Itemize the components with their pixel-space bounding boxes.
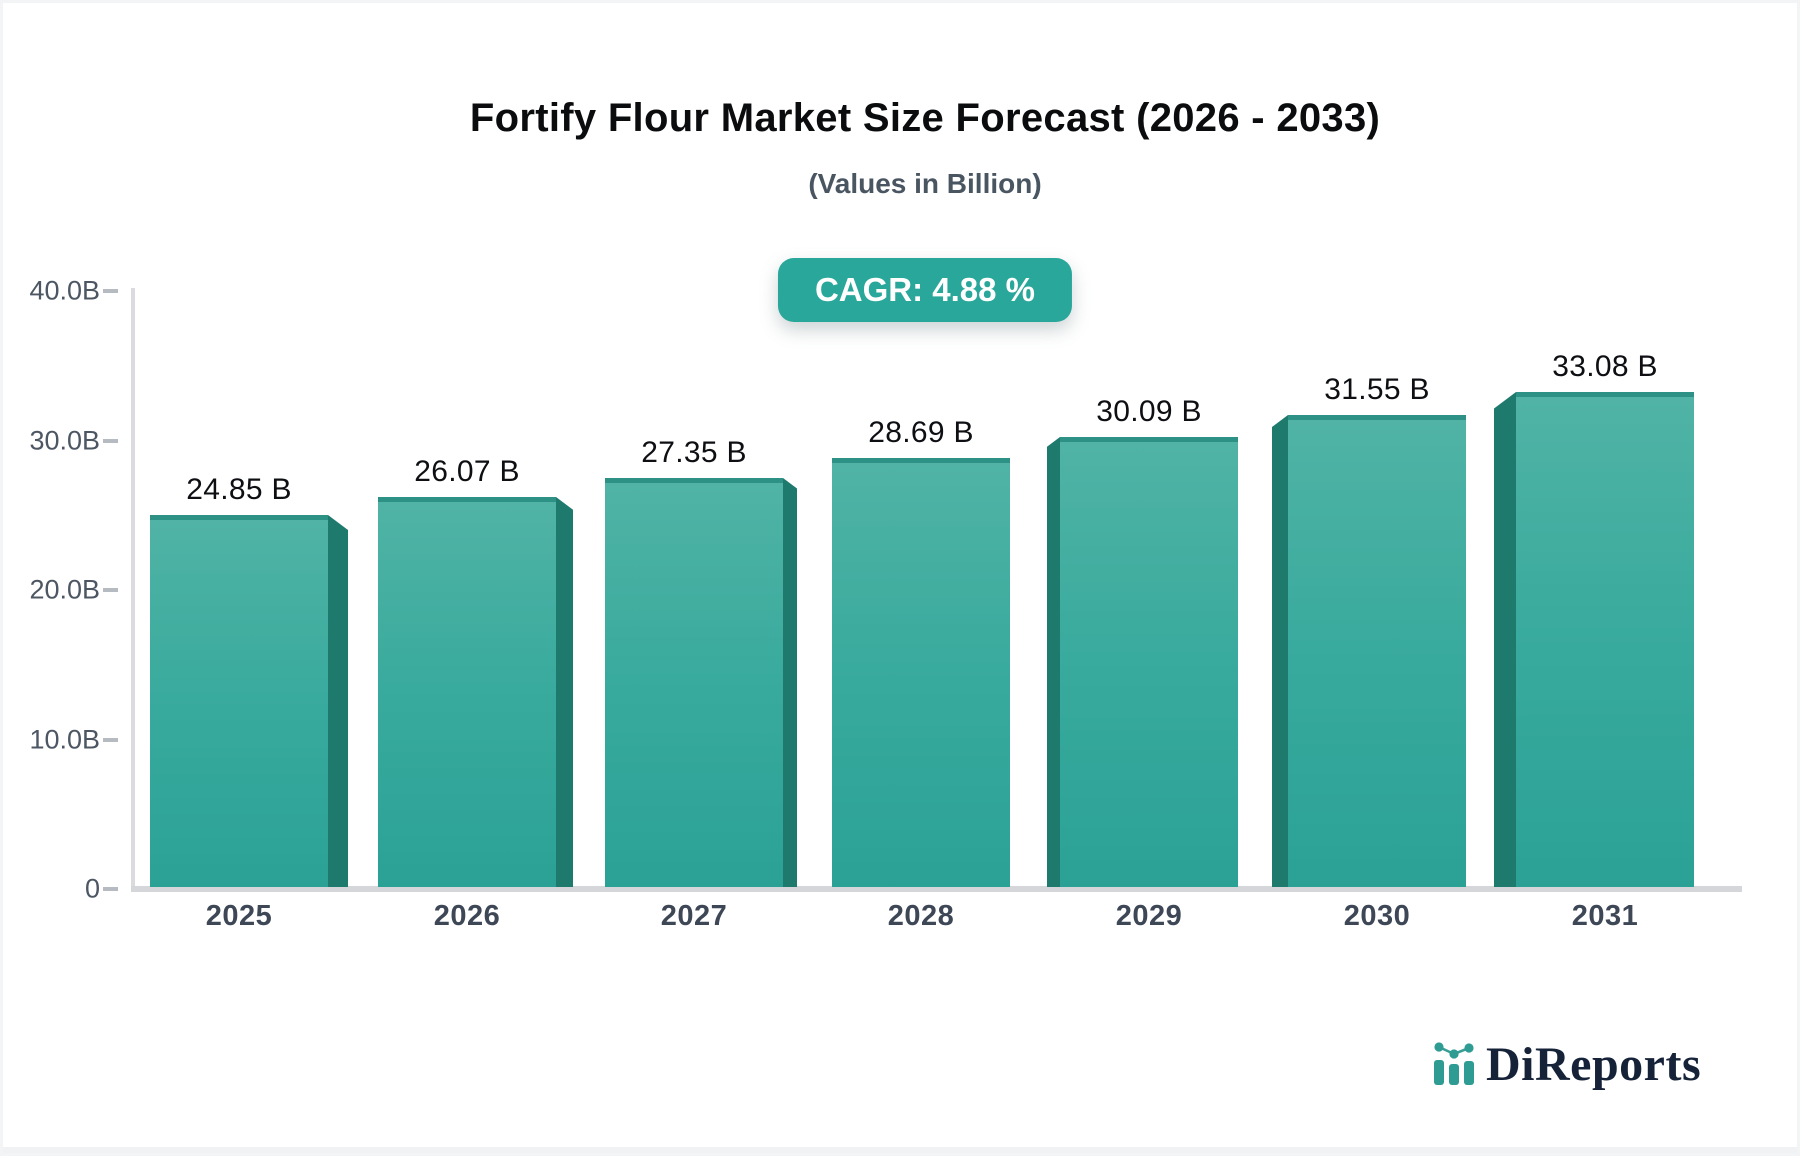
y-tick-dash bbox=[103, 588, 118, 592]
bar-value-label: 26.07 B bbox=[414, 455, 520, 488]
bar-side-panel bbox=[783, 478, 797, 887]
bar-value-label: 24.85 B bbox=[186, 473, 292, 506]
bar-value-label: 33.08 B bbox=[1552, 350, 1658, 383]
bar-side-panel bbox=[1272, 415, 1288, 887]
x-tick-label: 2025 bbox=[205, 900, 273, 932]
bar-side-panel bbox=[1494, 392, 1516, 887]
bar-side-panel bbox=[328, 515, 348, 887]
y-tick-dash bbox=[103, 438, 118, 443]
x-tick-label: 2027 bbox=[660, 900, 728, 932]
cagr-badge: CAGR: 4.88 % bbox=[777, 258, 1073, 322]
y-tick-label: 20.0B bbox=[29, 574, 100, 605]
bar-value-label: 30.09 B bbox=[1096, 395, 1202, 428]
y-tick-dash bbox=[103, 289, 118, 293]
y-tick-label: 10.0B bbox=[29, 724, 100, 754]
y-tick-label: 0 bbox=[84, 873, 100, 904]
bar-value-label: 27.35 B bbox=[641, 436, 747, 469]
bar bbox=[832, 458, 1010, 887]
brand-logo-text: DiReports bbox=[1486, 1037, 1702, 1091]
x-tick-label: 2029 bbox=[1115, 900, 1183, 932]
bar bbox=[378, 497, 556, 887]
mini-bar-line-chart-icon bbox=[1431, 1038, 1477, 1091]
y-tick-dash bbox=[103, 887, 118, 891]
y-axis-line bbox=[131, 288, 135, 889]
x-axis-line bbox=[131, 886, 1742, 892]
x-tick-label: 2031 bbox=[1571, 900, 1639, 932]
chart-subtitle: (Values in Billion) bbox=[808, 168, 1042, 199]
bar bbox=[605, 478, 783, 887]
x-tick-label: 2028 bbox=[887, 900, 955, 932]
bar bbox=[1060, 437, 1238, 887]
bar-side-panel bbox=[556, 497, 573, 887]
bar bbox=[1288, 415, 1466, 887]
bar bbox=[1516, 392, 1694, 887]
brand-logo: DiReports bbox=[1431, 1038, 1701, 1091]
chart-title: Fortify Flour Market Size Forecast (2026… bbox=[469, 96, 1381, 140]
bar bbox=[150, 515, 328, 887]
y-tick-label: 40.0B bbox=[29, 275, 100, 306]
y-tick-label: 30.0B bbox=[29, 425, 100, 455]
y-tick-dash bbox=[103, 737, 118, 742]
x-tick-label: 2026 bbox=[433, 900, 501, 932]
x-tick-label: 2030 bbox=[1343, 900, 1411, 932]
bar-value-label: 28.69 B bbox=[868, 416, 974, 449]
bar-side-panel bbox=[1047, 437, 1060, 887]
bar-value-label: 31.55 B bbox=[1324, 373, 1430, 406]
